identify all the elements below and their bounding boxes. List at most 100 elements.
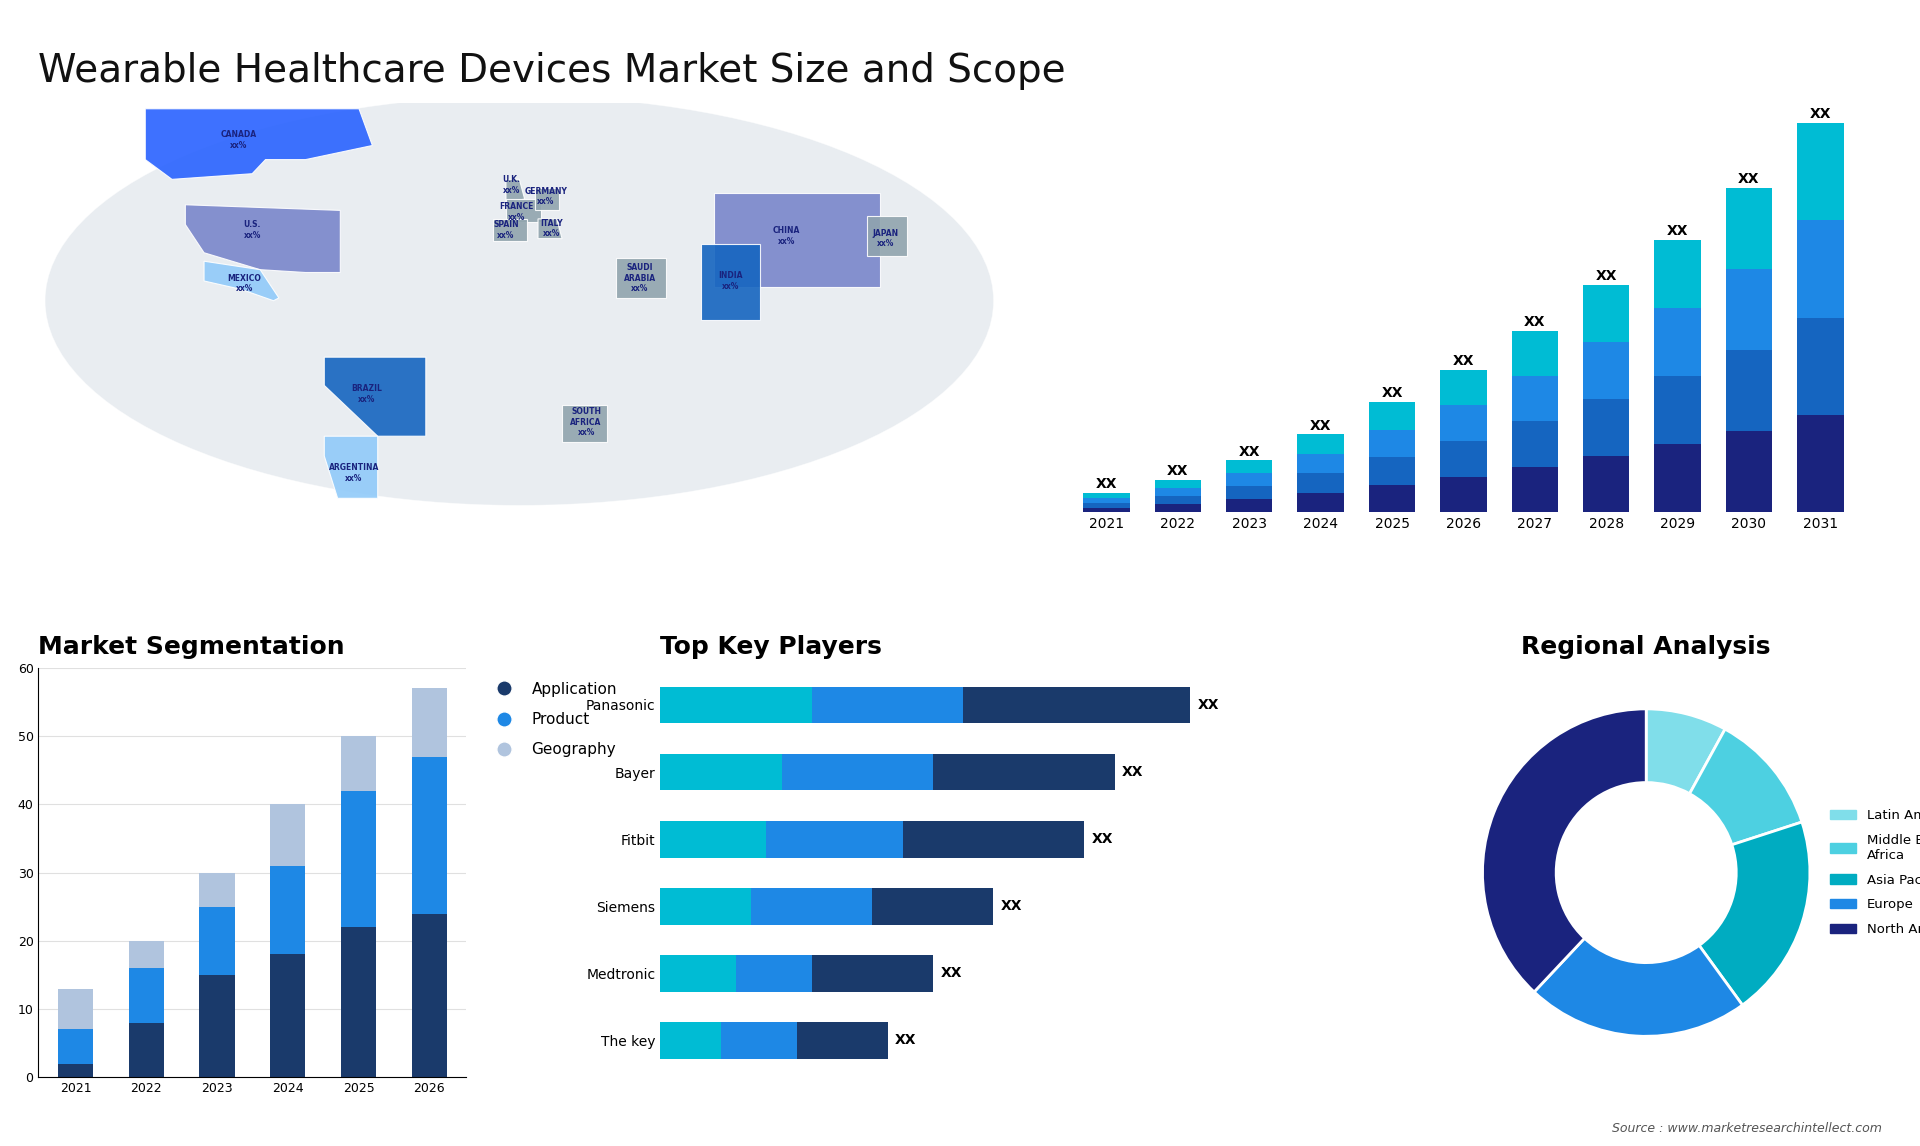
Title: Regional Analysis: Regional Analysis <box>1521 635 1770 659</box>
Bar <box>660 1022 722 1059</box>
Polygon shape <box>186 205 340 273</box>
Legend: Latin America, Middle East &
Africa, Asia Pacific, Europe, North America: Latin America, Middle East & Africa, Asi… <box>1824 803 1920 942</box>
Bar <box>660 888 993 925</box>
Text: XX: XX <box>1667 223 1688 238</box>
Text: XX: XX <box>941 966 962 980</box>
Wedge shape <box>1482 709 1645 992</box>
Bar <box>58 1029 94 1063</box>
Bar <box>1298 434 1344 454</box>
Bar <box>1797 415 1843 512</box>
Bar <box>1797 317 1843 415</box>
Polygon shape <box>866 217 906 256</box>
Text: XX: XX <box>1453 354 1475 368</box>
Bar <box>1726 269 1772 350</box>
Text: Source : www.marketresearchintellect.com: Source : www.marketresearchintellect.com <box>1611 1122 1882 1135</box>
Bar <box>660 955 735 991</box>
Text: XX: XX <box>1738 172 1761 186</box>
Bar <box>1083 493 1129 497</box>
Text: SPAIN
xx%: SPAIN xx% <box>493 220 518 240</box>
Wedge shape <box>1645 709 1724 794</box>
Bar <box>1511 330 1557 376</box>
Polygon shape <box>616 258 666 298</box>
Polygon shape <box>1609 42 1751 116</box>
Bar <box>271 955 305 1077</box>
Polygon shape <box>324 358 426 437</box>
Text: ITALY
xx%: ITALY xx% <box>540 219 563 238</box>
Circle shape <box>1590 815 1703 929</box>
Text: GERMANY
xx%: GERMANY xx% <box>524 187 568 206</box>
Bar <box>1726 188 1772 269</box>
Polygon shape <box>507 199 541 221</box>
Polygon shape <box>204 261 278 300</box>
Polygon shape <box>507 180 524 202</box>
Bar <box>129 1022 163 1077</box>
Bar <box>660 821 902 857</box>
Bar <box>129 941 163 968</box>
Ellipse shape <box>44 96 993 505</box>
Bar <box>1440 406 1486 441</box>
Bar <box>660 821 1085 857</box>
Text: Top Key Players: Top Key Players <box>660 635 883 659</box>
Bar <box>129 968 163 1022</box>
Text: MEXICO
xx%: MEXICO xx% <box>227 274 261 293</box>
Bar <box>342 927 376 1077</box>
Text: XX: XX <box>1811 107 1832 121</box>
Bar <box>1227 461 1273 473</box>
Text: XX: XX <box>1524 315 1546 329</box>
Bar <box>1154 504 1202 512</box>
Bar <box>1582 285 1630 342</box>
Bar <box>1369 430 1415 457</box>
Bar <box>1369 485 1415 512</box>
Polygon shape <box>701 244 760 321</box>
Text: MARKET: MARKET <box>1766 48 1812 58</box>
Bar <box>411 913 447 1077</box>
Bar <box>1083 508 1129 512</box>
Bar <box>411 756 447 913</box>
Text: SOUTH
AFRICA
xx%: SOUTH AFRICA xx% <box>570 407 601 437</box>
Wedge shape <box>1699 822 1811 1005</box>
Text: XX: XX <box>895 1034 916 1047</box>
Bar <box>411 689 447 756</box>
Polygon shape <box>536 188 559 211</box>
Bar <box>200 872 234 906</box>
Bar <box>660 754 781 791</box>
Bar <box>660 686 964 723</box>
Bar <box>271 865 305 955</box>
Bar <box>1582 342 1630 399</box>
Bar <box>200 975 234 1077</box>
Bar <box>1582 456 1630 512</box>
Text: XX: XX <box>1121 766 1144 779</box>
Bar <box>1227 473 1273 486</box>
Bar <box>1511 466 1557 512</box>
Text: INTELLECT: INTELLECT <box>1766 96 1824 107</box>
Text: SAUDI
ARABIA
xx%: SAUDI ARABIA xx% <box>624 264 655 293</box>
Bar <box>1154 488 1202 496</box>
Text: RESEARCH: RESEARCH <box>1766 72 1824 83</box>
Text: XX: XX <box>1198 698 1219 712</box>
Bar <box>1655 445 1701 512</box>
Bar <box>1298 493 1344 512</box>
Bar <box>660 1022 887 1059</box>
Text: INDIA
xx%: INDIA xx% <box>718 272 743 291</box>
Text: XX: XX <box>1167 464 1188 478</box>
Bar <box>1083 503 1129 508</box>
Wedge shape <box>1534 939 1743 1036</box>
Bar <box>1369 402 1415 430</box>
Text: U.K.
xx%: U.K. xx% <box>503 175 520 195</box>
Bar <box>1655 308 1701 376</box>
Bar <box>660 955 933 991</box>
Text: Wearable Healthcare Devices Market Size and Scope: Wearable Healthcare Devices Market Size … <box>38 52 1066 89</box>
Text: XX: XX <box>1380 386 1404 400</box>
Bar <box>1797 123 1843 220</box>
Bar <box>660 754 933 791</box>
Bar <box>660 1022 797 1059</box>
Bar <box>58 989 94 1029</box>
Bar <box>1655 240 1701 308</box>
Bar <box>660 686 812 723</box>
Bar <box>200 906 234 975</box>
Bar <box>1298 473 1344 493</box>
Text: Market Segmentation: Market Segmentation <box>38 635 346 659</box>
Text: CANADA
xx%: CANADA xx% <box>221 131 257 149</box>
Polygon shape <box>563 406 607 442</box>
Bar <box>1511 422 1557 466</box>
